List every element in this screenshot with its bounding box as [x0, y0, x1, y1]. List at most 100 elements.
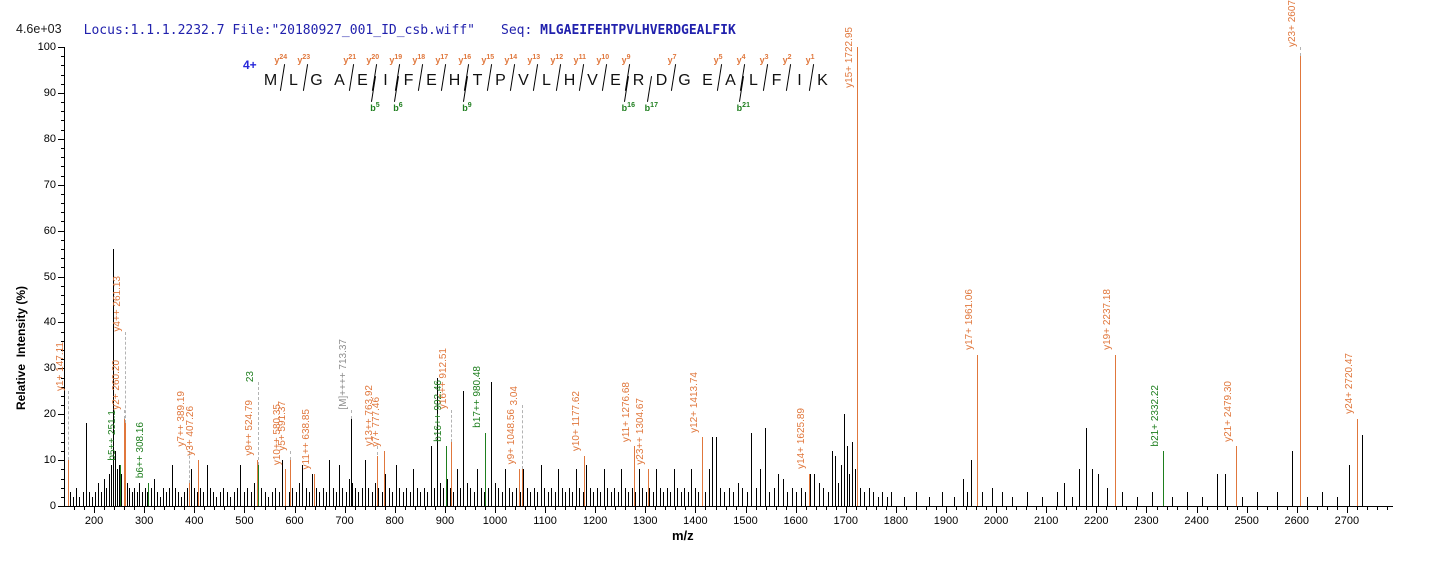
x-tick-label: 1900 — [933, 515, 959, 527]
spectrum-peak — [199, 487, 201, 506]
spectrum-peak — [877, 496, 879, 506]
residue-letter: F — [771, 72, 782, 89]
annotated-peak-b21+ — [1162, 450, 1164, 506]
peak-annotation-label: y14+ 1625.89 — [795, 408, 807, 470]
spectrum-peak — [153, 478, 155, 506]
spectrum-peak — [299, 483, 300, 507]
spectrum-peak — [206, 464, 208, 506]
x-tick-label: 800 — [385, 515, 404, 527]
peak-annotation-label: y7+ 777.46 — [370, 396, 382, 447]
annotation-leader-line — [351, 409, 353, 419]
x-minor-tick — [885, 507, 887, 510]
y-minor-tick — [61, 166, 64, 168]
x-minor-tick — [154, 507, 156, 510]
y-minor-tick — [61, 450, 64, 452]
spectrum-peak — [603, 469, 605, 506]
x-minor-tick — [1156, 507, 1158, 510]
y-ion-label: y15 — [481, 54, 495, 65]
x-minor-tick — [274, 507, 276, 510]
x-minor-tick — [104, 507, 106, 510]
x-minor-tick — [1377, 507, 1378, 510]
annotation-leader-line — [188, 446, 190, 483]
spectrum-peak — [453, 492, 455, 506]
x-minor-tick — [1066, 507, 1068, 510]
x-minor-tick — [314, 507, 316, 510]
spectrum-peak — [240, 464, 242, 506]
spectrum-peak — [226, 492, 228, 506]
x-minor-tick — [1236, 507, 1238, 510]
b-ion-label: b17 — [644, 102, 658, 113]
spectrum-peak — [237, 487, 239, 506]
x-minor-tick — [865, 507, 867, 510]
x-minor-tick — [855, 507, 857, 510]
spectrum-peak — [849, 473, 851, 506]
spectrum-peak — [796, 492, 798, 506]
x-tick-label: 200 — [84, 515, 104, 527]
annotated-peak-overlap — [521, 469, 523, 506]
b-ion-label: b5 — [370, 102, 380, 113]
spectrum-peak — [1322, 492, 1324, 506]
spectrum-peak — [436, 377, 438, 506]
annotated-peak-y19+ — [1115, 354, 1116, 506]
intensity-scale-label: 4.6e+03 — [16, 22, 62, 36]
spectrum-peak — [477, 469, 479, 506]
spectrum-peak — [868, 487, 870, 506]
y-minor-tick — [61, 377, 64, 379]
x-minor-tick — [905, 507, 907, 510]
spectrum-peak — [1011, 496, 1013, 506]
x-minor-tick — [1306, 507, 1308, 510]
x-tick-label: 1000 — [482, 515, 508, 527]
x-minor-tick — [1006, 507, 1008, 510]
spectrum-peak — [399, 487, 401, 506]
y-minor-tick — [61, 386, 64, 388]
cleavage-gap: y1 — [806, 54, 815, 118]
spectrum-peak — [470, 487, 472, 506]
x-minor-tick — [625, 507, 627, 510]
spectrum-peak — [827, 492, 829, 506]
spectrum-peak — [94, 492, 96, 506]
spectrum-peak — [106, 487, 108, 506]
y-ion-label: y14 — [504, 54, 518, 65]
spectrum-peak — [728, 487, 730, 506]
spectrum-peak — [250, 492, 252, 506]
annotated-peak-y7++ — [188, 483, 190, 507]
x-minor-tick — [825, 507, 827, 510]
spectrum-peak — [187, 487, 189, 506]
spectrum-peak — [114, 450, 116, 506]
x-major-tick — [144, 507, 146, 513]
peak-annotation-label: b17++ 980.48 — [472, 366, 484, 428]
spectrum-peak — [335, 492, 337, 506]
x-tick-label: 900 — [435, 515, 455, 527]
spectrum-peak — [473, 492, 475, 506]
spectrum-peak — [325, 492, 327, 506]
spectrum-peak — [150, 487, 152, 506]
spectrum-peak — [1337, 496, 1339, 506]
annotated-peak-y1+ — [67, 460, 69, 506]
spectrum-peak — [855, 469, 857, 506]
spectrum-peak — [175, 487, 177, 506]
spectrum-peak — [305, 487, 307, 506]
x-major-tick — [545, 507, 547, 513]
peak-annotation-label: y16++ 912.51 — [438, 348, 450, 410]
annotated-peak-b-partial — [258, 464, 260, 506]
x-major-tick — [1096, 507, 1098, 513]
spectrum-peak — [873, 492, 875, 506]
spectrum-peak — [371, 492, 373, 506]
spectrum-peak — [345, 492, 347, 506]
cleavage-gap: b17 — [645, 56, 658, 118]
residue-letter: K — [817, 72, 828, 89]
y-ion-label: y24 — [274, 54, 288, 65]
x-minor-tick — [1366, 507, 1368, 510]
spectrum-peak — [1291, 450, 1293, 506]
y-minor-tick — [61, 120, 64, 122]
spectrum-peak — [733, 492, 734, 506]
x-major-tick — [645, 507, 647, 513]
spectrum-peak — [544, 487, 546, 506]
peak-annotation-label: y21+ 2479.30 — [1223, 380, 1235, 442]
spectrum-peak — [312, 473, 314, 506]
y-minor-tick — [61, 157, 64, 159]
peak-annotation-label: y19+ 2237.18 — [1102, 289, 1113, 350]
cleavage-gap: y19 b6 — [389, 54, 402, 118]
